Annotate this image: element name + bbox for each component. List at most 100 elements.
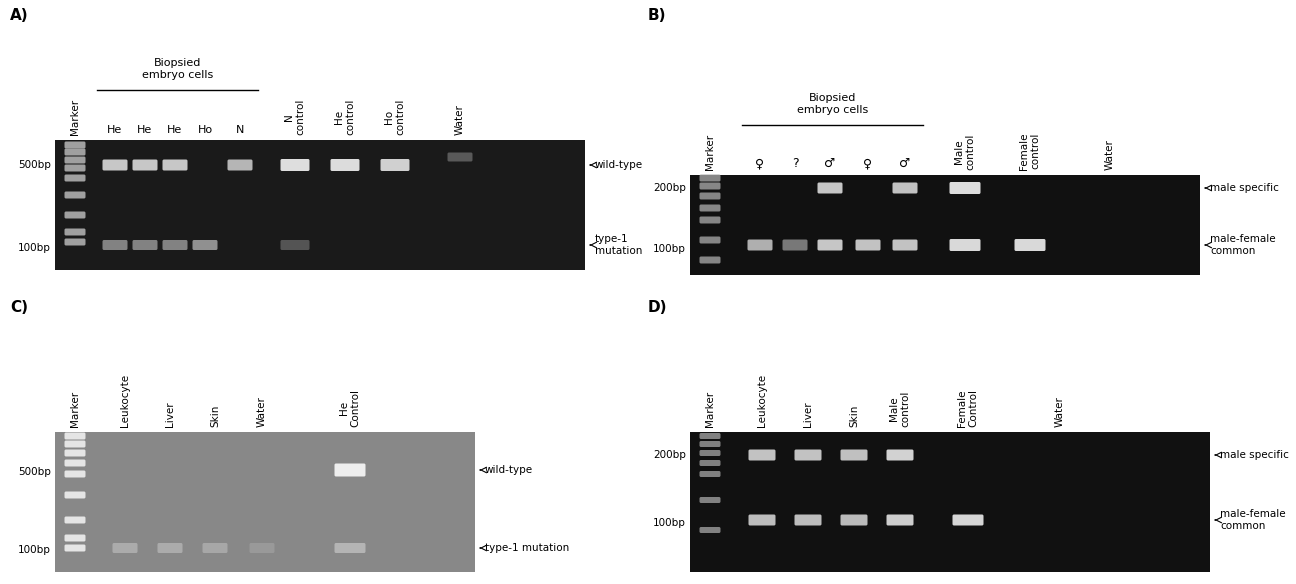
FancyBboxPatch shape	[749, 450, 775, 461]
FancyBboxPatch shape	[334, 464, 365, 477]
FancyBboxPatch shape	[794, 450, 822, 461]
FancyBboxPatch shape	[447, 152, 473, 162]
Text: 100bp: 100bp	[653, 244, 686, 254]
FancyBboxPatch shape	[65, 440, 86, 447]
Text: He: He	[137, 125, 153, 135]
FancyBboxPatch shape	[65, 460, 86, 467]
FancyBboxPatch shape	[162, 240, 188, 250]
FancyBboxPatch shape	[202, 543, 228, 553]
Text: ♂: ♂	[899, 157, 911, 170]
Text: ♀: ♀	[863, 157, 872, 170]
Text: He: He	[108, 125, 123, 135]
FancyBboxPatch shape	[65, 192, 86, 199]
Text: C): C)	[10, 300, 29, 315]
Text: Water: Water	[257, 396, 267, 427]
FancyBboxPatch shape	[700, 433, 721, 439]
Text: male specific: male specific	[1220, 450, 1290, 460]
FancyBboxPatch shape	[334, 543, 365, 553]
FancyBboxPatch shape	[65, 211, 86, 218]
FancyBboxPatch shape	[65, 141, 86, 148]
FancyBboxPatch shape	[65, 516, 86, 523]
Text: ?: ?	[792, 157, 798, 170]
FancyBboxPatch shape	[950, 239, 981, 251]
Text: Skin: Skin	[849, 405, 859, 427]
FancyBboxPatch shape	[65, 534, 86, 541]
FancyBboxPatch shape	[65, 228, 86, 235]
FancyBboxPatch shape	[749, 515, 775, 526]
FancyBboxPatch shape	[783, 239, 807, 251]
Text: Marker: Marker	[705, 391, 715, 427]
FancyBboxPatch shape	[228, 159, 253, 171]
Text: Skin: Skin	[210, 405, 220, 427]
Text: male-female
common: male-female common	[1220, 509, 1286, 531]
Text: Liver: Liver	[804, 401, 813, 427]
Text: He: He	[167, 125, 183, 135]
Text: type-1
mutation: type-1 mutation	[595, 234, 643, 256]
Text: ♂: ♂	[824, 157, 836, 170]
Text: N
control: N control	[284, 99, 306, 135]
FancyBboxPatch shape	[700, 450, 721, 456]
FancyBboxPatch shape	[65, 471, 86, 478]
FancyBboxPatch shape	[700, 204, 721, 211]
FancyBboxPatch shape	[818, 239, 842, 251]
FancyBboxPatch shape	[700, 527, 721, 533]
FancyBboxPatch shape	[893, 182, 918, 193]
Text: D): D)	[648, 300, 667, 315]
Text: Water: Water	[455, 104, 465, 135]
FancyBboxPatch shape	[841, 515, 867, 526]
Text: male specific: male specific	[1210, 183, 1279, 193]
FancyBboxPatch shape	[65, 175, 86, 182]
Text: 200bp: 200bp	[653, 183, 686, 193]
FancyBboxPatch shape	[700, 175, 721, 182]
FancyBboxPatch shape	[330, 159, 359, 171]
Bar	[689, 432, 1210, 572]
FancyBboxPatch shape	[132, 240, 158, 250]
Text: ♀: ♀	[756, 157, 765, 170]
FancyBboxPatch shape	[65, 157, 86, 164]
Text: wild-type: wild-type	[595, 160, 643, 170]
FancyBboxPatch shape	[381, 159, 410, 171]
Text: wild-type: wild-type	[485, 465, 533, 475]
FancyBboxPatch shape	[65, 450, 86, 457]
Text: 100bp: 100bp	[18, 243, 51, 253]
Text: type-1 mutation: type-1 mutation	[485, 543, 569, 553]
Text: 100bp: 100bp	[18, 545, 51, 555]
FancyBboxPatch shape	[700, 460, 721, 466]
FancyBboxPatch shape	[280, 240, 310, 250]
FancyBboxPatch shape	[700, 217, 721, 224]
Text: A): A)	[10, 8, 29, 23]
Text: Marker: Marker	[70, 391, 80, 427]
FancyBboxPatch shape	[65, 544, 86, 551]
Text: Leukocyte: Leukocyte	[121, 374, 130, 427]
FancyBboxPatch shape	[1015, 239, 1046, 251]
Text: Water: Water	[1105, 139, 1115, 170]
FancyBboxPatch shape	[950, 182, 981, 194]
FancyBboxPatch shape	[818, 182, 842, 193]
FancyBboxPatch shape	[65, 433, 86, 440]
FancyBboxPatch shape	[113, 543, 137, 553]
FancyBboxPatch shape	[65, 238, 86, 245]
FancyBboxPatch shape	[700, 256, 721, 263]
Text: B): B)	[648, 8, 666, 23]
Text: Biopsied: Biopsied	[154, 58, 201, 68]
Bar	[54, 432, 476, 572]
Text: Water: Water	[1055, 396, 1065, 427]
Text: He
Control: He Control	[340, 389, 360, 427]
FancyBboxPatch shape	[700, 441, 721, 447]
FancyBboxPatch shape	[893, 239, 918, 251]
FancyBboxPatch shape	[280, 159, 310, 171]
FancyBboxPatch shape	[700, 193, 721, 200]
FancyBboxPatch shape	[886, 450, 914, 461]
Text: Female
control: Female control	[1019, 133, 1041, 170]
FancyBboxPatch shape	[193, 240, 218, 250]
Text: 500bp: 500bp	[18, 160, 51, 170]
FancyBboxPatch shape	[102, 240, 127, 250]
Text: 500bp: 500bp	[18, 467, 51, 477]
FancyBboxPatch shape	[855, 239, 880, 251]
FancyBboxPatch shape	[700, 182, 721, 189]
FancyBboxPatch shape	[841, 450, 867, 461]
FancyBboxPatch shape	[65, 148, 86, 155]
Text: Marker: Marker	[705, 134, 715, 170]
FancyBboxPatch shape	[65, 165, 86, 172]
Text: embryo cells: embryo cells	[797, 105, 868, 115]
